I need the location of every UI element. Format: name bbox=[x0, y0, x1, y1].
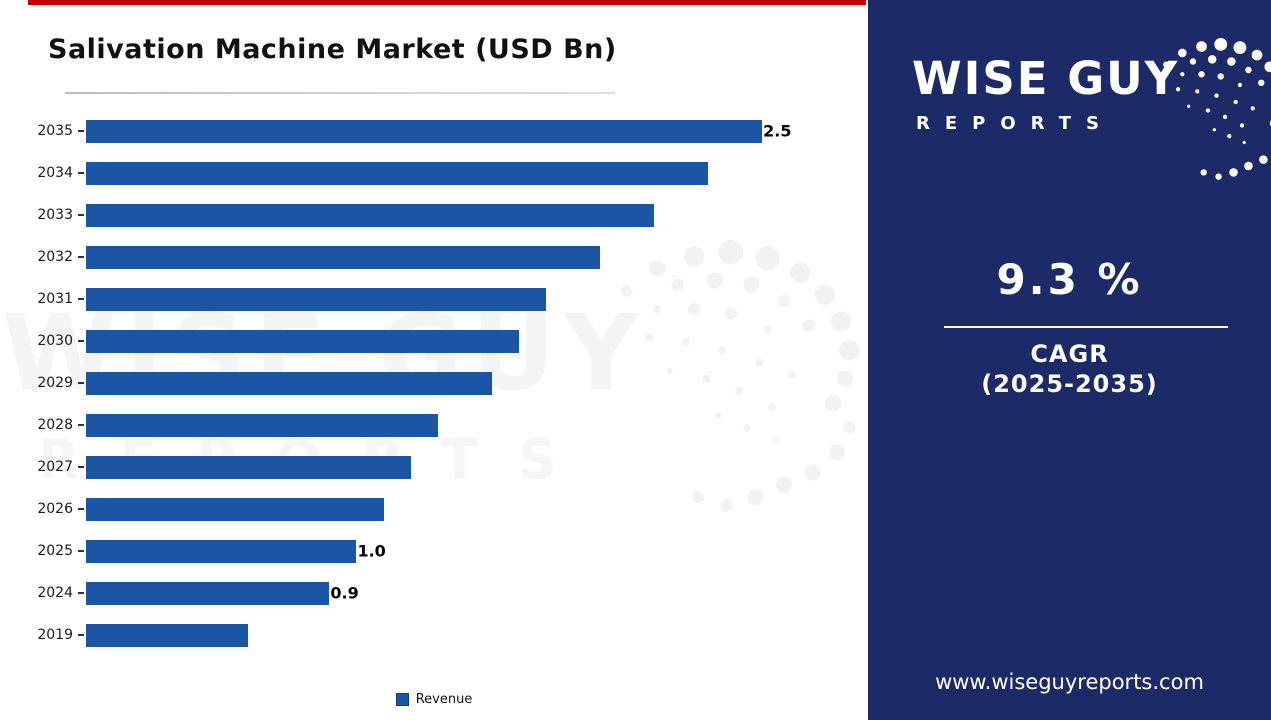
bar-track bbox=[86, 203, 800, 227]
chart-row: 2024 0.9 bbox=[8, 572, 860, 614]
chart-title: Salivation Machine Market (USD Bn) bbox=[48, 34, 617, 65]
bar-value-label: 1.0 bbox=[357, 541, 386, 561]
bar-track bbox=[86, 455, 800, 479]
revenue-bar bbox=[86, 119, 763, 143]
chart-row: 2028 bbox=[8, 404, 860, 446]
logo-wordmark: WISE GUY bbox=[912, 52, 1180, 105]
bar-track: 1.0 bbox=[86, 539, 800, 563]
logo-subtitle: REPORTS bbox=[916, 113, 1114, 134]
revenue-bar bbox=[86, 413, 438, 437]
revenue-bar bbox=[86, 455, 411, 479]
axis-tick-mark bbox=[78, 214, 84, 216]
axis-tick-label: 2031 bbox=[37, 291, 73, 307]
axis-tick-label: 2033 bbox=[37, 207, 73, 223]
cagr-value: 9.3 % bbox=[996, 255, 1143, 304]
cagr-period: (2025-2035) bbox=[981, 370, 1158, 398]
axis-tick-label: 2024 bbox=[37, 585, 73, 601]
revenue-bar bbox=[86, 287, 546, 311]
axis-tick-label: 2032 bbox=[37, 249, 73, 265]
axis-tick-label: 2030 bbox=[37, 333, 73, 349]
axis-tick-mark bbox=[78, 424, 84, 426]
chart-row: 2029 bbox=[8, 362, 860, 404]
bar-track bbox=[86, 329, 800, 353]
axis-tick-mark bbox=[78, 340, 84, 342]
chart-row: 2030 bbox=[8, 320, 860, 362]
revenue-bar bbox=[86, 539, 357, 563]
bar-track bbox=[86, 623, 800, 647]
axis-tick-mark bbox=[78, 256, 84, 258]
revenue-bar bbox=[86, 329, 519, 353]
axis-tick-mark bbox=[78, 550, 84, 552]
bar-track bbox=[86, 287, 800, 311]
axis-tick-label: 2034 bbox=[37, 165, 73, 181]
bar-track bbox=[86, 245, 800, 269]
chart-row: 2026 bbox=[8, 488, 860, 530]
chart-panel: WISE GUY REPORTS Salivation Machine Mark… bbox=[0, 0, 868, 707]
chart-row: 2025 1.0 bbox=[8, 530, 860, 572]
legend-swatch-icon bbox=[395, 693, 409, 706]
bar-track bbox=[86, 413, 800, 437]
title-underline bbox=[65, 92, 615, 94]
chart-row: 2034 bbox=[8, 152, 860, 194]
bar-chart: 2035 2.5 2034 2033 2032 2031 2030 2029 2028 2027 2… bbox=[8, 110, 860, 658]
axis-tick-label: 2025 bbox=[37, 543, 73, 559]
axis-tick-mark bbox=[78, 172, 84, 174]
axis-tick-label: 2026 bbox=[37, 501, 73, 517]
revenue-bar bbox=[86, 203, 654, 227]
axis-tick-mark bbox=[78, 592, 84, 594]
bar-value-label: 0.9 bbox=[330, 583, 359, 603]
revenue-bar bbox=[86, 581, 330, 605]
bar-track bbox=[86, 497, 800, 521]
revenue-bar bbox=[86, 371, 492, 395]
axis-tick-label: 2019 bbox=[37, 627, 73, 643]
website-url: www.wiseguyreports.com bbox=[935, 670, 1204, 694]
chart-row: 2031 bbox=[8, 278, 860, 320]
chart-legend: Revenue bbox=[0, 692, 868, 707]
axis-tick-label: 2027 bbox=[37, 459, 73, 475]
cagr-label: CAGR bbox=[1030, 340, 1109, 368]
axis-tick-mark bbox=[78, 130, 84, 132]
chart-row: 2032 bbox=[8, 236, 860, 278]
axis-tick-mark bbox=[78, 298, 84, 300]
axis-tick-mark bbox=[78, 634, 84, 636]
chart-row: 2035 2.5 bbox=[8, 110, 860, 152]
axis-tick-mark bbox=[78, 466, 84, 468]
bar-value-label: 2.5 bbox=[763, 121, 792, 141]
top-accent-bar bbox=[28, 0, 866, 5]
bar-track: 0.9 bbox=[86, 581, 800, 605]
axis-tick-label: 2028 bbox=[37, 417, 73, 433]
revenue-bar bbox=[86, 161, 709, 185]
chart-row: 2019 bbox=[8, 614, 860, 656]
bar-track bbox=[86, 161, 800, 185]
axis-tick-mark bbox=[78, 508, 84, 510]
axis-tick-label: 2029 bbox=[37, 375, 73, 391]
axis-tick-label: 2035 bbox=[37, 123, 73, 139]
chart-row: 2033 bbox=[8, 194, 860, 236]
bar-track bbox=[86, 371, 800, 395]
revenue-bar bbox=[86, 623, 249, 647]
legend-label: Revenue bbox=[415, 692, 473, 707]
brand-logo: WISE GUY REPORTS bbox=[912, 38, 1271, 180]
axis-tick-mark bbox=[78, 382, 84, 384]
bar-track: 2.5 bbox=[86, 119, 800, 143]
right-panel: WISE GUY REPORTS 9.3 % CAGR (2025-2035) … bbox=[868, 0, 1271, 720]
revenue-bar bbox=[86, 245, 600, 269]
cagr-divider bbox=[944, 326, 1228, 328]
chart-row: 2027 bbox=[8, 446, 860, 488]
logo-head-dots-icon bbox=[1163, 38, 1271, 180]
revenue-bar bbox=[86, 497, 384, 521]
